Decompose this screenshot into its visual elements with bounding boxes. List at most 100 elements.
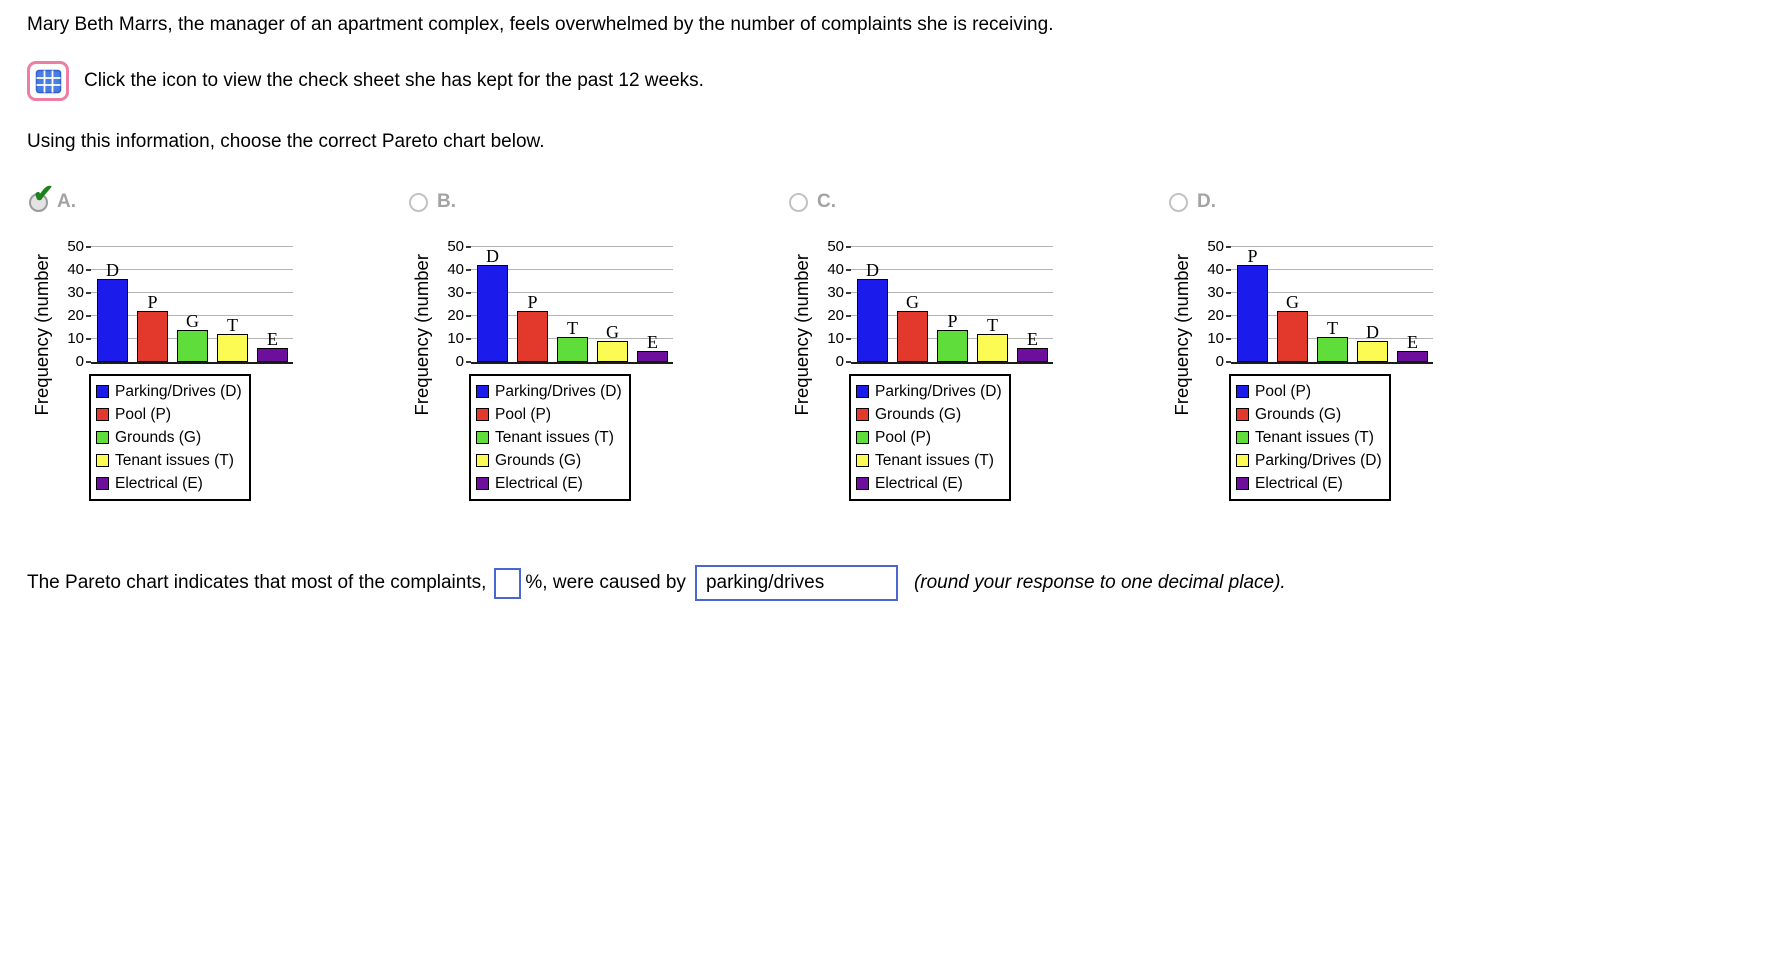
legend-swatch: [1236, 454, 1249, 467]
bar-rect-T: [1317, 336, 1348, 362]
y-tick-label: 30: [1207, 285, 1231, 301]
answer-middle: %, were caused by: [525, 572, 686, 593]
bar-letter: G: [1286, 292, 1299, 313]
check-sheet-instruction: Click the icon to view the check sheet s…: [84, 70, 704, 91]
bar-E: E: [637, 333, 668, 362]
bar-letter: E: [1027, 329, 1038, 350]
option-c-label: C.: [817, 191, 836, 212]
legend-swatch: [1236, 408, 1249, 421]
bar-rect-G: [597, 341, 628, 362]
check-sheet-icon[interactable]: [27, 61, 69, 101]
bar-rect-G: [897, 311, 928, 362]
legend-swatch: [1236, 477, 1249, 490]
bar-letter: G: [186, 310, 199, 331]
bar-G: G: [897, 293, 928, 362]
bar-rect-T: [557, 336, 588, 362]
bar-letter: T: [567, 317, 578, 338]
legend-label: Pool (P): [875, 428, 931, 446]
bar-rect-D: [1357, 341, 1388, 362]
bar-letter: D: [1366, 322, 1379, 343]
bar-D: D: [1357, 322, 1388, 362]
legend-label: Grounds (G): [875, 405, 962, 423]
legend-item: Grounds (G): [1236, 403, 1382, 426]
legend-item: Electrical (E): [856, 472, 1002, 495]
legend-label: Tenant issues (T): [115, 451, 234, 469]
pareto-chart-a: Frequency (number 0 10 20 30 40 50 D P G T E Park…: [27, 229, 407, 501]
legend-label: Pool (P): [495, 405, 551, 423]
gridline: [1231, 269, 1433, 270]
bar-rect-D: [477, 265, 508, 362]
pareto-options: ✔ A. Frequency (number 0 10 20 30 40 50 D P G T E…: [27, 181, 1774, 501]
bar-E: E: [1397, 333, 1428, 362]
legend: Pool (P) Grounds (G) Tenant issues (T) Park…: [1229, 374, 1391, 501]
legend-label: Parking/Drives (D): [495, 382, 622, 400]
bar-rect-P: [517, 311, 548, 362]
bar-rect-G: [1277, 311, 1308, 362]
y-tick-label: 0: [1216, 354, 1231, 370]
legend-swatch: [476, 477, 489, 490]
question-page: Mary Beth Marrs, the manager of an apart…: [27, 14, 1774, 601]
bar-rect-E: [257, 348, 288, 362]
legend-item: Parking/Drives (D): [856, 380, 1002, 403]
y-tick-label: 20: [67, 308, 91, 324]
y-axis-label: Frequency (number: [1171, 254, 1192, 416]
legend-label: Grounds (G): [115, 428, 202, 446]
bar-P: P: [1237, 247, 1268, 362]
gridline: [471, 246, 673, 247]
radio-option-b[interactable]: [409, 192, 428, 212]
legend-label: Electrical (E): [875, 474, 963, 492]
radio-option-d[interactable]: [1169, 192, 1188, 212]
gridline: [851, 292, 1053, 293]
bars: D P G T E: [91, 261, 293, 362]
radio-option-c[interactable]: [789, 192, 808, 212]
legend-swatch: [476, 408, 489, 421]
legend-item: Tenant issues (T): [476, 426, 622, 449]
bar-letter: P: [947, 310, 958, 331]
pareto-chart-d: Frequency (number 0 10 20 30 40 50 P G T D E Pool…: [1167, 229, 1547, 501]
legend-swatch: [96, 477, 109, 490]
legend-swatch: [1236, 385, 1249, 398]
bar-G: G: [597, 323, 628, 362]
legend-item: Parking/Drives (D): [1236, 449, 1382, 472]
legend-item: Electrical (E): [96, 472, 242, 495]
cause-input[interactable]: [694, 565, 898, 601]
gridline: [91, 246, 293, 247]
bar-D: D: [857, 261, 888, 362]
pareto-chart-b: Frequency (number 0 10 20 30 40 50 D P T G E Park…: [407, 229, 787, 501]
legend-item: Tenant issues (T): [1236, 426, 1382, 449]
bar-rect-T: [217, 334, 248, 362]
y-tick-label: 30: [827, 285, 851, 301]
legend-label: Parking/Drives (D): [115, 382, 242, 400]
legend-item: Tenant issues (T): [96, 449, 242, 472]
legend: Parking/Drives (D) Grounds (G) Pool (P) Ten…: [849, 374, 1011, 501]
y-axis-label: Frequency (number: [411, 254, 432, 416]
legend-swatch: [856, 477, 869, 490]
legend-swatch: [856, 408, 869, 421]
y-ticks: 0 10 20 30 40 50: [817, 235, 851, 370]
legend-label: Electrical (E): [115, 474, 203, 492]
legend-item: Grounds (G): [476, 449, 622, 472]
bar-G: G: [177, 310, 208, 362]
bar-P: P: [137, 293, 168, 362]
legend-item: Parking/Drives (D): [476, 380, 622, 403]
plot-area: D P G T E: [91, 237, 293, 364]
y-tick-label: 50: [67, 239, 91, 255]
gridline: [851, 269, 1053, 270]
percent-input[interactable]: [494, 567, 522, 599]
bars: P G T D E: [1231, 247, 1433, 362]
bar-letter: T: [227, 315, 238, 336]
legend-item: Grounds (G): [96, 426, 242, 449]
chart-instruction: Using this information, choose the corre…: [27, 131, 545, 152]
legend-item: Pool (P): [1236, 380, 1382, 403]
legend-swatch: [1236, 431, 1249, 444]
bar-rect-P: [937, 329, 968, 362]
radio-option-a[interactable]: ✔: [29, 181, 54, 212]
bar-rect-D: [97, 279, 128, 362]
option-a-label: A.: [57, 191, 76, 212]
plot-area: D G P T E: [851, 237, 1053, 364]
y-axis-label: Frequency (number: [31, 254, 52, 416]
y-tick-label: 40: [67, 262, 91, 278]
bar-rect-G: [177, 329, 208, 362]
gridline: [1231, 315, 1433, 316]
bar-rect-D: [857, 279, 888, 362]
